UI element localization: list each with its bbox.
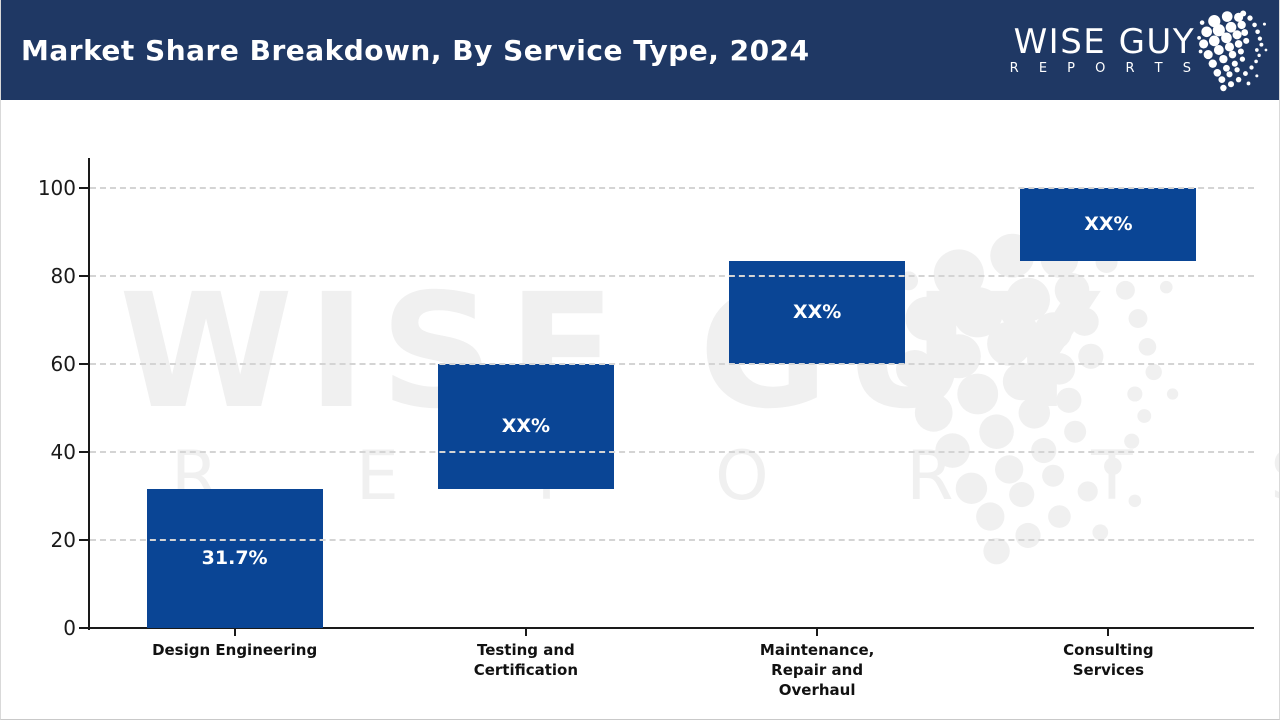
- gridline: [90, 539, 1254, 541]
- x-category-label: Consulting Services: [1063, 641, 1154, 679]
- gridline: [90, 451, 1254, 453]
- y-tick-label: 80: [50, 264, 76, 288]
- y-tick-label: 40: [50, 440, 76, 464]
- x-category-label: Maintenance, Repair and Overhaul: [759, 641, 875, 699]
- bar-segment: XX%: [1020, 188, 1197, 261]
- y-tick-mark: [79, 451, 88, 453]
- x-tick-mark: [524, 629, 527, 636]
- x-category-label: Design Engineering: [152, 641, 318, 659]
- y-tick-label: 20: [50, 528, 76, 552]
- y-tick-mark: [79, 539, 88, 541]
- gridline: [90, 187, 1254, 189]
- y-tick-mark: [79, 187, 88, 189]
- y-tick-label: 60: [50, 352, 76, 376]
- brand-name: WISE GUY: [1013, 21, 1196, 62]
- x-tick-mark: [233, 629, 236, 636]
- y-tick-mark: [79, 275, 88, 277]
- y-tick-mark: [79, 627, 88, 629]
- bar-segment: XX%: [437, 364, 614, 489]
- bar-value-label: XX%: [501, 415, 551, 438]
- x-category-label: Testing and Certification: [473, 641, 579, 679]
- y-axis-line: [88, 158, 90, 630]
- brand-logo: WISE GUY R E P O R T S: [1010, 7, 1269, 93]
- page-title: Market Share Breakdown, By Service Type,…: [21, 33, 810, 67]
- bar-segment: 31.7%: [146, 488, 323, 628]
- x-axis-line: [88, 627, 1254, 629]
- bar-value-label: XX%: [1084, 213, 1133, 236]
- header-bar: Market Share Breakdown, By Service Type,…: [1, 0, 1279, 100]
- x-tick-mark: [816, 629, 819, 636]
- bar-value-label: 31.7%: [201, 547, 268, 570]
- x-tick-mark: [1107, 629, 1110, 636]
- y-tick-mark: [79, 363, 88, 365]
- y-tick-label: 0: [63, 616, 76, 640]
- bar-value-label: XX%: [792, 301, 842, 324]
- brand-dotted-head-icon: [1197, 10, 1268, 92]
- y-tick-label: 100: [37, 176, 76, 200]
- gridline: [90, 363, 1254, 365]
- bar-segment: XX%: [729, 260, 906, 364]
- brand-subtitle: R E P O R T S: [1009, 60, 1199, 76]
- brand-logo-text: WISE GUY R E P O R T S: [1010, 24, 1199, 77]
- gridline: [90, 275, 1254, 277]
